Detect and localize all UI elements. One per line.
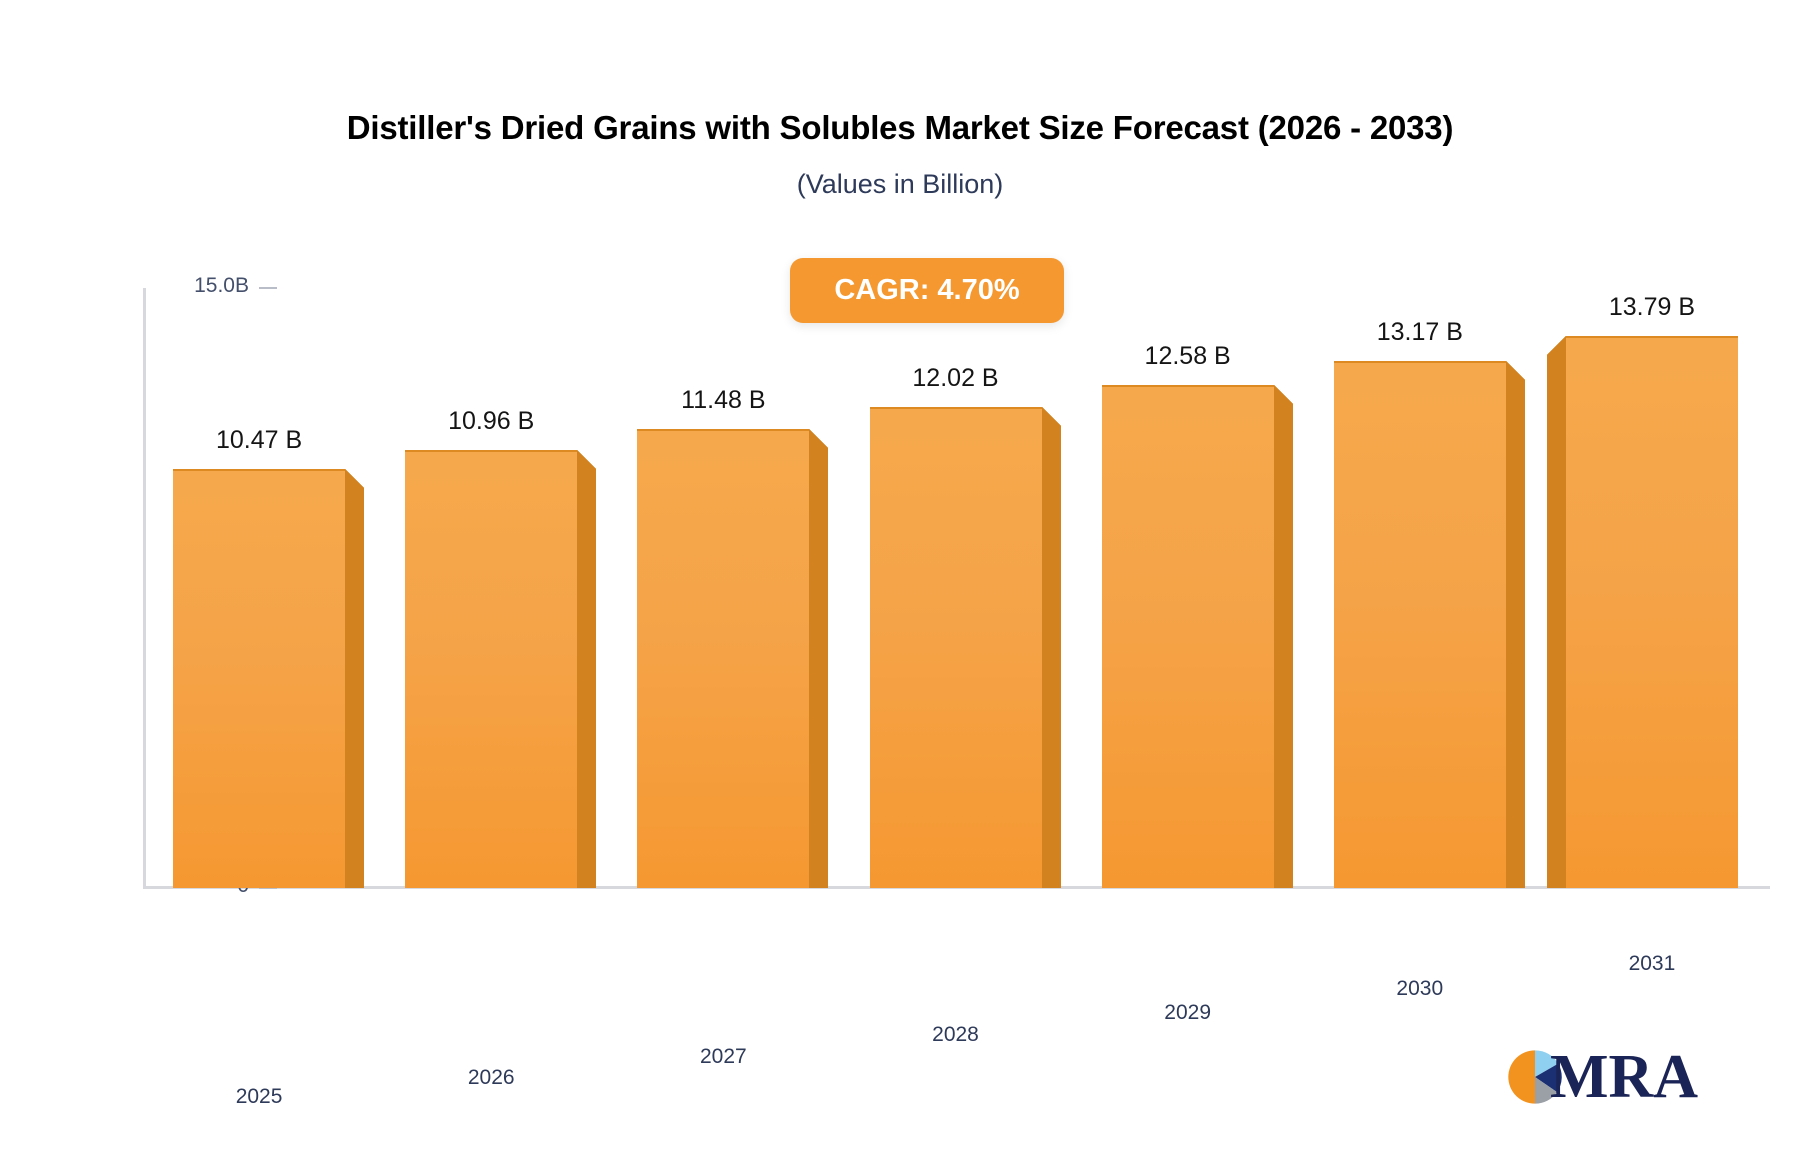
- x-axis-label: 2028: [932, 1023, 979, 1047]
- x-axis-label: 2031: [1628, 952, 1676, 976]
- bar-2030: 13.17 B 2030: [1333, 318, 1525, 1000]
- bar-value-label: 12.58 B: [1144, 341, 1231, 370]
- bar-top-bevel: [1546, 336, 1566, 356]
- bar-side-panel: [809, 447, 829, 888]
- bar-front-face: [637, 428, 810, 888]
- logo-text: MRA: [1550, 1043, 1699, 1111]
- cagr-badge-label: CAGR: 4.70%: [834, 274, 1020, 306]
- bar-side-panel: [1273, 403, 1293, 888]
- page-title: Distiller's Dried Grains with Solubles M…: [346, 109, 1454, 146]
- bar-front-face: [1333, 361, 1506, 888]
- x-axis-label: 2029: [1164, 1000, 1211, 1024]
- bar-front-face: [173, 469, 346, 888]
- bar-2031: 13.79 B 2031: [1546, 293, 1738, 975]
- bar-front-face: [405, 449, 578, 888]
- bar-side-panel: [577, 468, 597, 888]
- x-axis-label: 2026: [467, 1065, 515, 1089]
- cagr-badge: CAGR: 4.70%: [790, 258, 1064, 323]
- bar-side-panel: [1041, 426, 1061, 888]
- y-axis-tick-mark: [259, 287, 277, 289]
- bar-side-panel: [345, 488, 365, 888]
- bar-front-face: [869, 407, 1042, 888]
- bar-top-bevel: [345, 469, 365, 489]
- bar-2027: 11.48 B 2027: [637, 386, 829, 1068]
- bar-front-face: [1101, 384, 1274, 888]
- y-axis-line: [143, 288, 146, 889]
- bar-top-bevel: [1041, 407, 1061, 427]
- bar-value-label: 10.47 B: [215, 426, 303, 455]
- y-axis-tick-label: 15.0B: [194, 274, 249, 297]
- x-axis-label: 2027: [699, 1044, 747, 1068]
- y-axis-tick-mark: [259, 887, 277, 889]
- bar-value-label: 13.17 B: [1376, 318, 1463, 347]
- mra-logo: MRA: [1506, 1042, 1698, 1112]
- bar-value-label: 12.02 B: [912, 364, 999, 393]
- bar-top-bevel: [1273, 384, 1293, 404]
- bar-top-bevel: [809, 428, 829, 448]
- bar-2029: 12.58 B 2029: [1101, 342, 1293, 1024]
- bar-value-label: 10.96 B: [448, 406, 535, 435]
- chart-subtitle: (Values in Billion): [796, 168, 1004, 199]
- bar-top-bevel: [1505, 361, 1525, 381]
- pie-chart-icon: [1506, 1048, 1564, 1106]
- bar-2025: 10.47 B 2025: [173, 426, 365, 1108]
- bar-front-face: [1565, 336, 1738, 888]
- title-block: Distiller's Dried Grains with Solubles M…: [0, 108, 1800, 200]
- bar-value-label: 11.48 B: [681, 385, 766, 414]
- bar-value-label: 13.79 B: [1608, 293, 1696, 322]
- bar-side-panel: [1546, 355, 1566, 888]
- bar-side-panel: [1505, 380, 1525, 888]
- bar-top-bevel: [577, 449, 597, 469]
- x-axis-label: 2025: [235, 1085, 283, 1109]
- bar-2028: 12.02 B 2028: [869, 364, 1061, 1046]
- x-axis-label: 2030: [1396, 977, 1444, 1001]
- bar-2026: 10.96 B 2026: [405, 407, 597, 1089]
